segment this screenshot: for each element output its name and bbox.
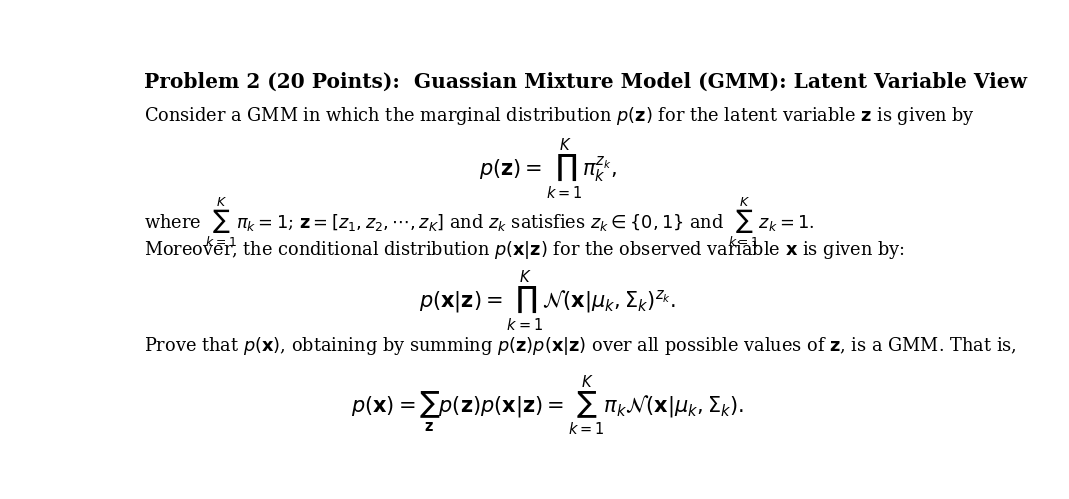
Text: $p(\mathbf{x}|\mathbf{z}) = \prod_{k=1}^{K} \mathcal{N}(\mathbf{x}|\mu_k, \Sigma: $p(\mathbf{x}|\mathbf{z}) = \prod_{k=1}^… bbox=[419, 269, 677, 333]
Text: Moreover, the conditional distribution $p(\mathbf{x}|\mathbf{z})$ for the observ: Moreover, the conditional distribution $… bbox=[143, 239, 904, 261]
Text: Prove that $p(\mathbf{x})$, obtaining by summing $p(\mathbf{z})p(\mathbf{x}|\mat: Prove that $p(\mathbf{x})$, obtaining by… bbox=[143, 335, 1017, 357]
Text: where $\sum_{k=1}^{K} \pi_k = 1$; $\mathbf{z} = [z_1, z_2, \cdots, z_K]$ and $z_: where $\sum_{k=1}^{K} \pi_k = 1$; $\math… bbox=[143, 195, 815, 249]
Text: $p(\mathbf{z}) = \prod_{k=1}^{K} \pi_k^{z_k},$: $p(\mathbf{z}) = \prod_{k=1}^{K} \pi_k^{… bbox=[479, 138, 617, 201]
Text: $p(\mathbf{x}) = \sum_{\mathbf{z}} p(\mathbf{z})p(\mathbf{x}|\mathbf{z}) = \sum_: $p(\mathbf{x}) = \sum_{\mathbf{z}} p(\ma… bbox=[352, 374, 744, 437]
Text: Consider a GMM in which the marginal distribution $p(\mathbf{z})$ for the latent: Consider a GMM in which the marginal dis… bbox=[143, 105, 975, 127]
Text: Problem 2 (20 Points):  Guassian Mixture Model (GMM): Latent Variable View: Problem 2 (20 Points): Guassian Mixture … bbox=[143, 71, 1026, 91]
